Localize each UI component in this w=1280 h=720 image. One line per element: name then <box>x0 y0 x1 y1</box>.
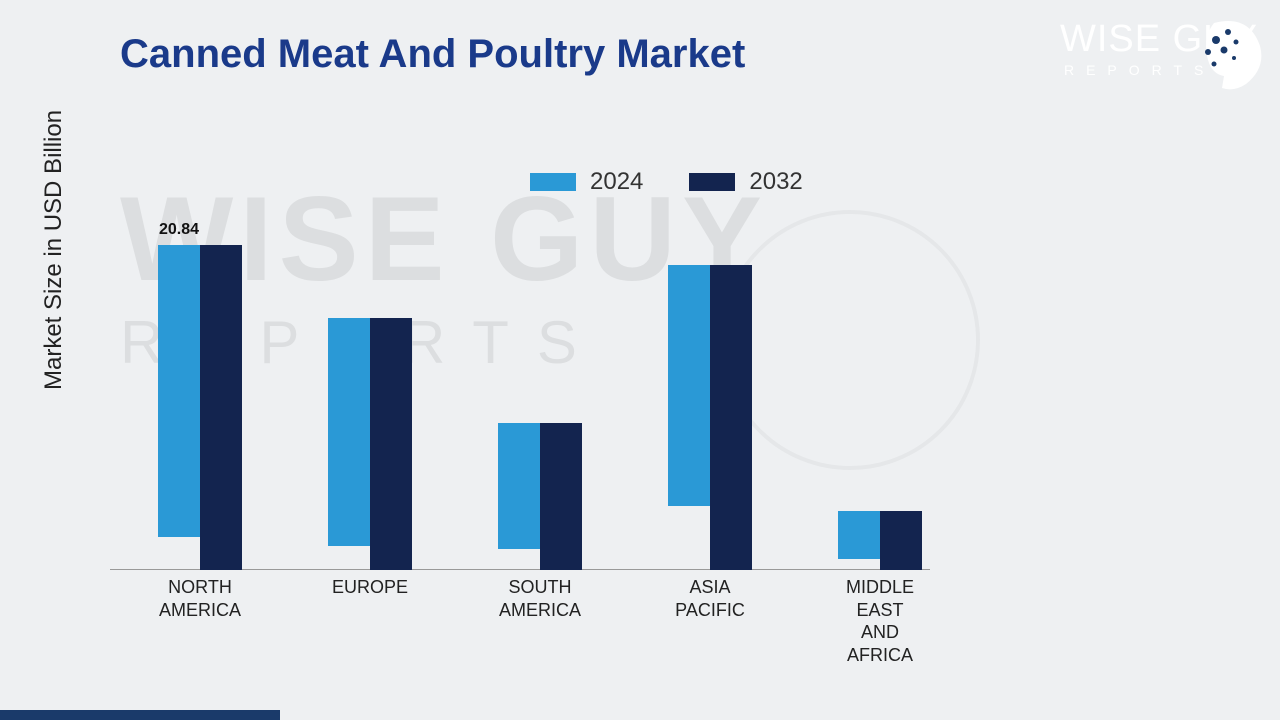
bar-group <box>328 318 412 570</box>
bar-group <box>498 423 582 570</box>
legend-label-2024: 2024 <box>590 168 643 196</box>
bar <box>838 511 880 559</box>
legend-item-2024: 2024 <box>530 168 643 196</box>
bar <box>328 318 370 546</box>
legend-item-2032: 2032 <box>689 168 802 196</box>
bar-group <box>838 511 922 570</box>
chart-canvas: WISE GUY REPORTS WISE GUY REPORTS Canned… <box>0 0 1280 720</box>
bar <box>880 511 922 570</box>
bar <box>200 245 242 570</box>
brand-logo: WISE GUY REPORTS <box>1060 20 1258 78</box>
bottom-accent-bar <box>0 710 280 720</box>
chart-title: Canned Meat And Poultry Market <box>120 32 745 77</box>
bar <box>668 265 710 506</box>
x-axis-label: SOUTH AMERICA <box>465 576 615 621</box>
legend-swatch-2024 <box>530 173 576 191</box>
bar-group <box>668 265 752 570</box>
bar: 20.84 <box>158 245 200 537</box>
bar-group: 20.84 <box>158 245 242 570</box>
bar <box>540 423 582 570</box>
bar-value-label: 20.84 <box>159 221 199 239</box>
x-axis-label: MIDDLE EAST AND AFRICA <box>805 576 955 666</box>
x-axis-label: NORTH AMERICA <box>125 576 275 621</box>
bar <box>710 265 752 570</box>
legend-label-2032: 2032 <box>749 168 802 196</box>
x-axis-label: EUROPE <box>295 576 445 599</box>
bar <box>370 318 412 570</box>
legend-swatch-2032 <box>689 173 735 191</box>
x-axis-label: ASIA PACIFIC <box>635 576 785 621</box>
bar <box>498 423 540 549</box>
brand-head-icon <box>1194 18 1264 92</box>
plot-area: 20.84NORTH AMERICAEUROPESOUTH AMERICAASI… <box>110 220 930 570</box>
y-axis-label: Market Size in USD Billion <box>40 110 68 390</box>
legend: 2024 2032 <box>530 168 803 196</box>
